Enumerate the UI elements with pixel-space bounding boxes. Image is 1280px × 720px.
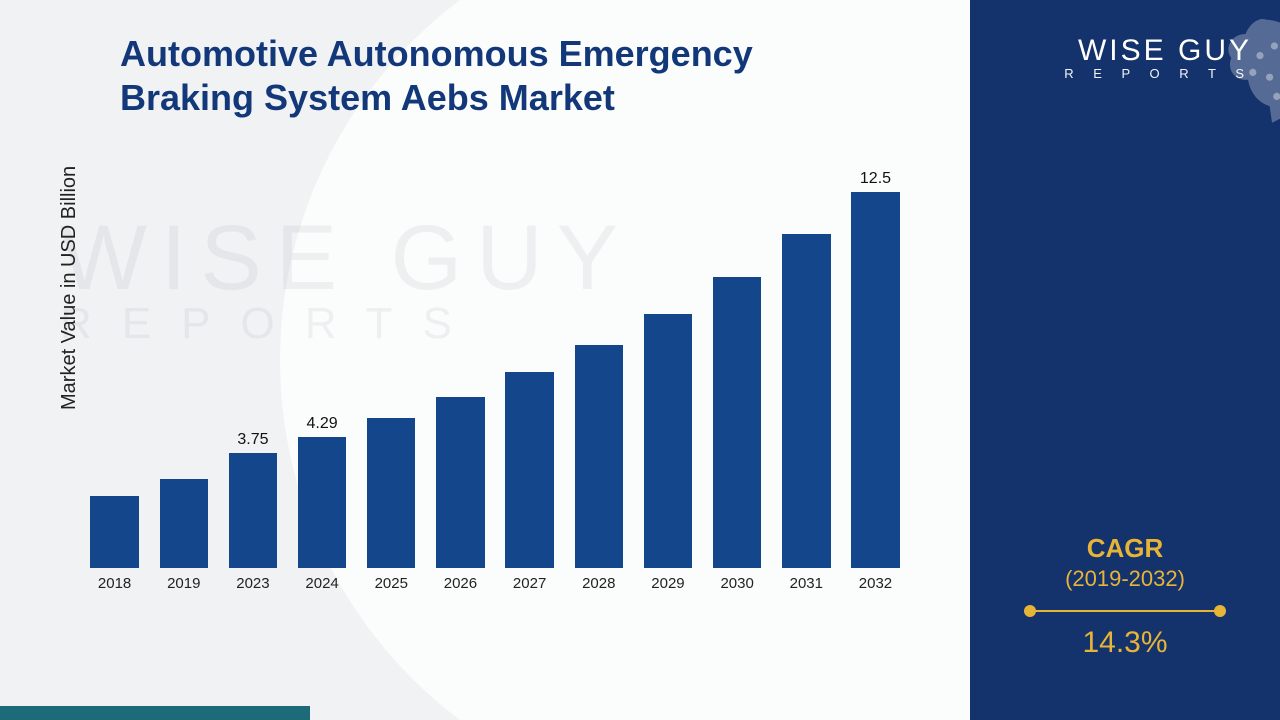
bar — [436, 397, 484, 568]
bar-category-label: 2026 — [426, 575, 495, 592]
bar-category-label: 2024 — [288, 575, 357, 592]
bar — [90, 496, 138, 568]
cagr-value: 14.3% — [970, 626, 1280, 660]
bar — [575, 345, 623, 568]
bar-category-label: 2032 — [841, 575, 910, 592]
bar-category-label: 2025 — [357, 575, 426, 592]
logo-text-sub: R E P O R T S — [1064, 66, 1252, 81]
bar-category-label: 2027 — [495, 575, 564, 592]
bar — [505, 372, 553, 568]
footer-accent-bar — [0, 706, 310, 720]
bar — [298, 437, 346, 568]
bar-value-label: 12.5 — [860, 170, 891, 188]
side-panel: WISE GUY R E P O R T S CAGR (2019-2032) … — [970, 0, 1280, 720]
bar-slot: 2025 — [357, 170, 426, 568]
bar-slot: 2027 — [495, 170, 564, 568]
bar-slot: 2026 — [426, 170, 495, 568]
bar-slot: 2018 — [80, 170, 149, 568]
logo-text-main: WISE GUY — [1064, 34, 1252, 68]
plot-region: 2018 2019 3.75 2023 4.29 2024 2025 2026 … — [80, 170, 910, 600]
bar-category-label: 2030 — [703, 575, 772, 592]
bar-slot: 2029 — [633, 170, 702, 568]
bar-slot: 2028 — [564, 170, 633, 568]
bar — [367, 418, 415, 568]
bar-slot: 12.5 2032 — [841, 170, 910, 568]
bar-slot: 2030 — [703, 170, 772, 568]
bar — [851, 192, 899, 568]
bar-slot: 3.75 2023 — [218, 170, 287, 568]
bar — [782, 234, 830, 568]
y-axis-label: Market Value in USD Billion — [58, 166, 81, 410]
bar-category-label: 2031 — [772, 575, 841, 592]
bar-slot: 2019 — [149, 170, 218, 568]
cagr-range: (2019-2032) — [970, 566, 1280, 592]
bar-value-label: 3.75 — [237, 431, 268, 449]
bar-slot: 4.29 2024 — [288, 170, 357, 568]
bar — [229, 453, 277, 568]
bars-container: 2018 2019 3.75 2023 4.29 2024 2025 2026 … — [80, 170, 910, 568]
chart-area: WISE GUY REPORTS Automotive Autonomous E… — [0, 0, 970, 720]
cagr-block: CAGR (2019-2032) 14.3% — [970, 533, 1280, 660]
bar-category-label: 2028 — [564, 575, 633, 592]
bar-category-label: 2023 — [218, 575, 287, 592]
cagr-label: CAGR — [970, 533, 1280, 564]
chart-title: Automotive Autonomous Emergency Braking … — [120, 32, 820, 120]
bar-category-label: 2019 — [149, 575, 218, 592]
page-root: WISE GUY REPORTS Automotive Autonomous E… — [0, 0, 1280, 720]
bar-category-label: 2018 — [80, 575, 149, 592]
bar — [160, 479, 208, 568]
bar — [644, 314, 692, 568]
bar-category-label: 2029 — [633, 575, 702, 592]
cagr-divider — [1030, 610, 1220, 612]
brand-logo: WISE GUY R E P O R T S — [1064, 34, 1252, 81]
bar — [713, 277, 761, 568]
bar-slot: 2031 — [772, 170, 841, 568]
bar-value-label: 4.29 — [307, 415, 338, 433]
